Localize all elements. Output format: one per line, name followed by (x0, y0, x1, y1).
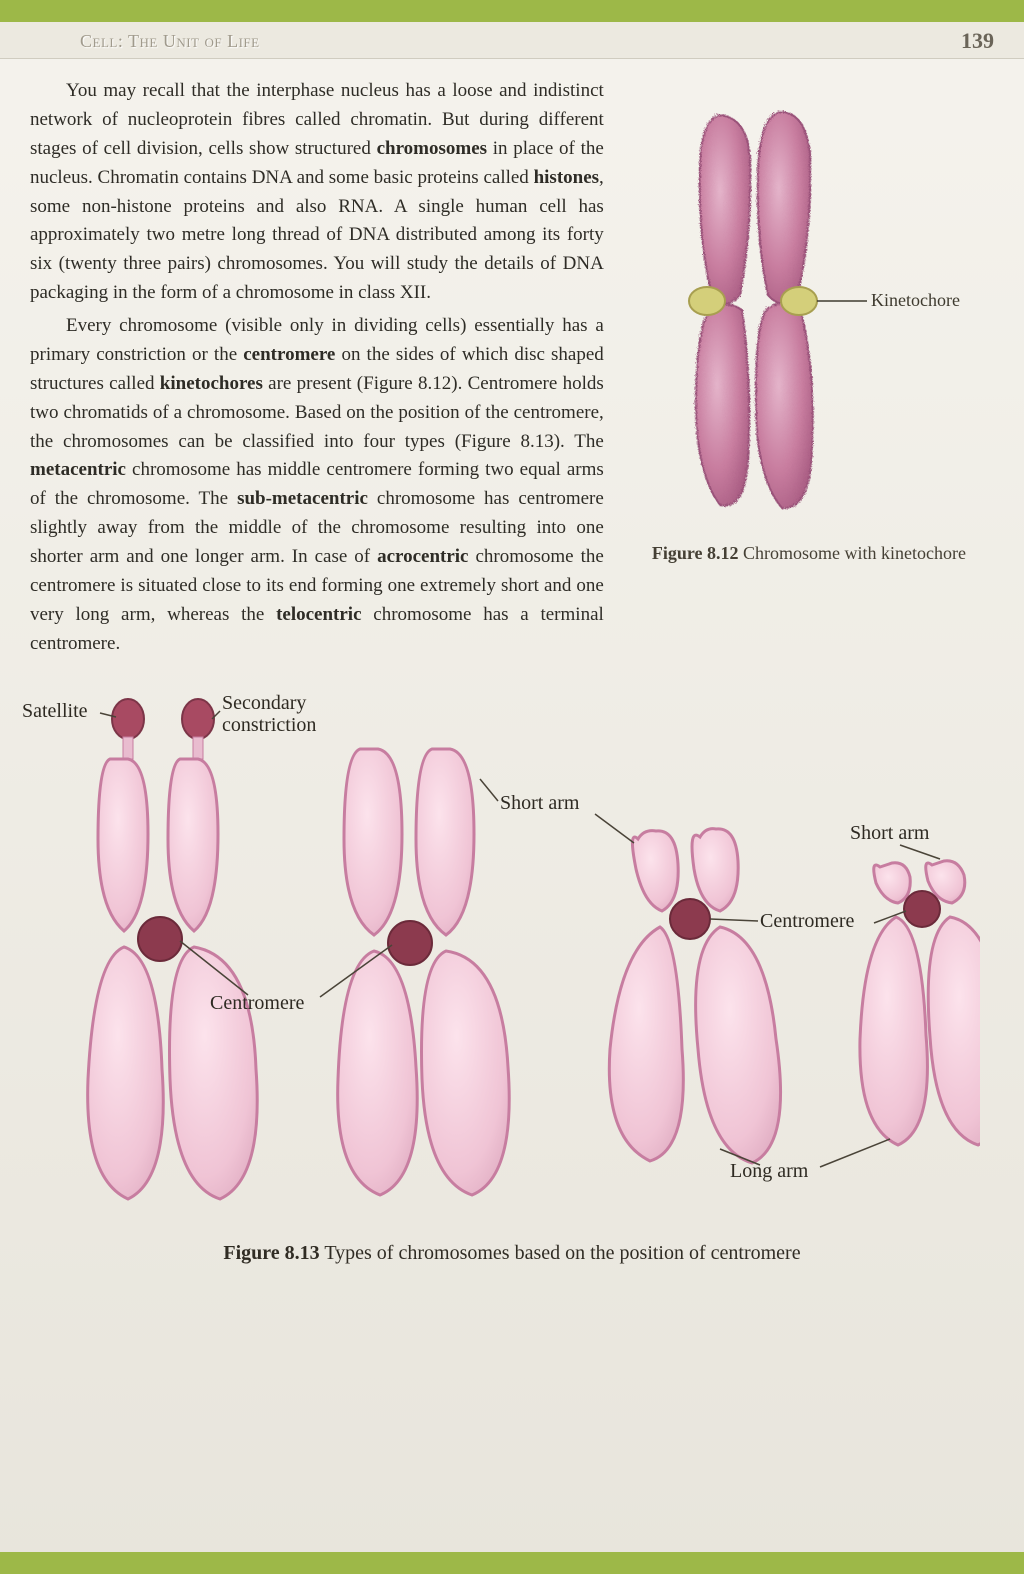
figure-813-caption: Figure 8.13 Types of chromosomes based o… (20, 1242, 1004, 1265)
label-short-arm-mid: Short arm (500, 792, 580, 814)
label-centromere-right: Centromere (760, 910, 855, 932)
label-secondary-constriction-2: constriction (222, 714, 316, 736)
p1-histones: histones (534, 167, 599, 188)
chromosome-submetacentric (338, 749, 510, 1195)
kinetochore-label: Kinetochore (871, 290, 960, 310)
page-number: 139 (961, 28, 994, 54)
page-header: Cell: The Unit of Life 139 (0, 22, 1024, 59)
chapter-title: Cell: The Unit of Life (80, 31, 260, 52)
figure-813-svg: Satellite Secondary constriction Centrom… (20, 679, 980, 1219)
label-satellite: Satellite (22, 700, 88, 722)
figure-813: Satellite Secondary constriction Centrom… (20, 679, 1004, 1265)
chromosome-telocentric (860, 860, 980, 1144)
fig813-text: Types of chromosomes based on the positi… (324, 1242, 800, 1264)
chromatid-left-upper (699, 114, 750, 303)
chromatid-right-upper (757, 111, 810, 302)
text-column: You may recall that the interphase nucle… (30, 77, 604, 663)
paragraph-2: Every chromosome (visible only in dividi… (30, 312, 604, 659)
figure-812-column: Kinetochore Figure 8.12 Chromosome with … (624, 77, 994, 663)
label-long-arm: Long arm (730, 1160, 809, 1182)
fig813-label: Figure 8.13 (223, 1242, 319, 1264)
p2-metacentric: metacentric (30, 459, 126, 480)
chromosome-acrocentric (609, 828, 780, 1162)
kinetochore-right (781, 287, 817, 315)
chromosome-metacentric (88, 699, 258, 1199)
figure-812-svg: Kinetochore (649, 89, 969, 529)
p2-kinetochores: kinetochores (160, 373, 263, 394)
p2-centromere: centromere (243, 344, 335, 365)
label-centromere-left: Centromere (210, 992, 305, 1014)
fig812-label: Figure 8.12 (652, 543, 739, 563)
page: Cell: The Unit of Life 139 You may recal… (0, 0, 1024, 1574)
paragraph-1: You may recall that the interphase nucle… (30, 77, 604, 308)
bottom-green-bar (0, 1552, 1024, 1574)
chromatid-right-lower (755, 302, 812, 507)
p2-telocentric: telocentric (276, 604, 361, 625)
figure-812-caption: Figure 8.12 Chromosome with kinetochore (652, 541, 966, 566)
p2-acrocentric: acrocentric (377, 546, 468, 567)
kinetochore-left (689, 287, 725, 315)
label-secondary-constriction-1: Secondary (222, 692, 306, 714)
fig812-text: Chromosome with kinetochore (743, 543, 966, 563)
chromatid-left-lower (695, 303, 748, 504)
top-green-bar (0, 0, 1024, 22)
p1-chromosomes: chromosomes (377, 138, 487, 159)
p2-submetacentric: sub-metacentric (237, 488, 368, 509)
content-row: You may recall that the interphase nucle… (0, 59, 1024, 663)
label-short-arm-right: Short arm (850, 822, 930, 844)
